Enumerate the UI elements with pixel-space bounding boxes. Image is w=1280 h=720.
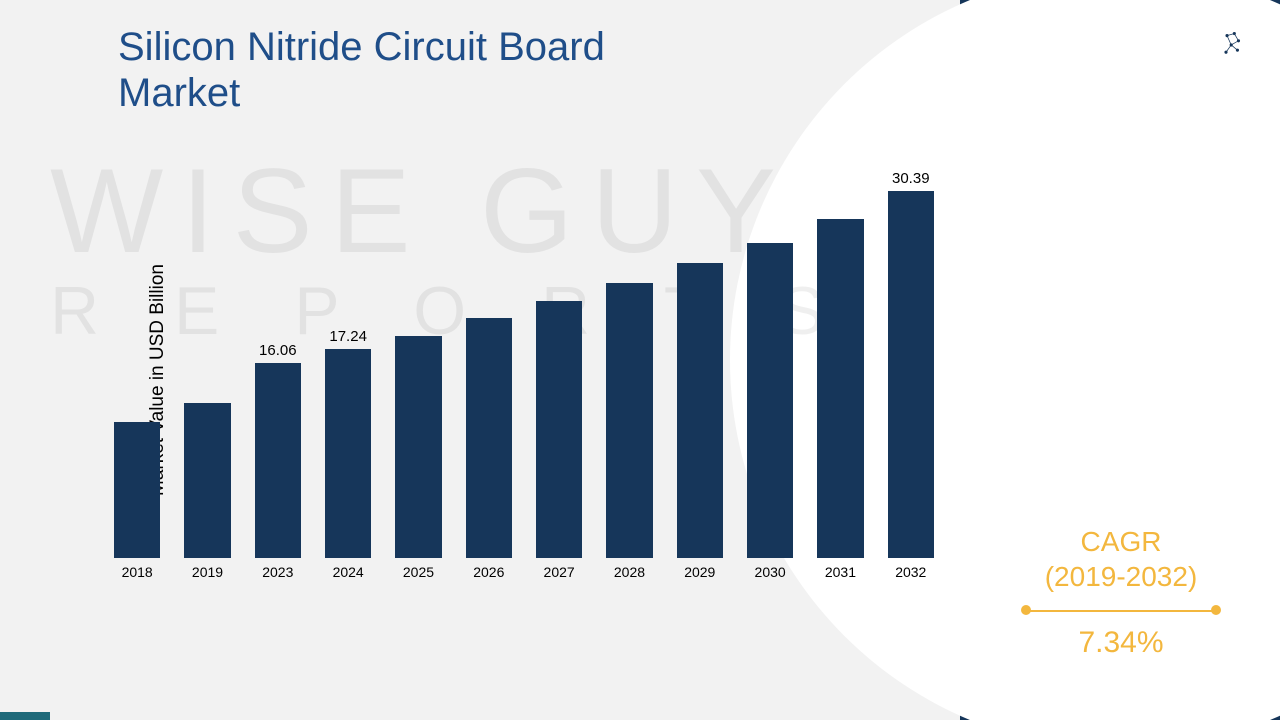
cagr-block: CAGR (2019-2032) 7.34%: [1016, 524, 1226, 660]
bar-slot: [747, 170, 793, 558]
x-tick-label: 2029: [677, 558, 723, 590]
x-tick-label: 2024: [325, 558, 371, 590]
logo-head-icon: [1200, 20, 1252, 72]
logo-text-line1: WISE GUY: [992, 33, 1183, 69]
bar: [606, 283, 652, 558]
bar: [395, 336, 441, 558]
bar-slot: 17.24: [325, 170, 371, 558]
bar: [888, 191, 934, 558]
x-tick-label: 2019: [184, 558, 230, 590]
infographic-stage: WISE GUY R E P O R T S Silicon Nitride C…: [0, 0, 1280, 720]
bar-slot: [536, 170, 582, 558]
bar: [677, 263, 723, 558]
cagr-divider: [1026, 608, 1216, 612]
bar: [536, 301, 582, 558]
bar: [255, 363, 301, 558]
bar-chart: Market Value in USD Billion 16.0617.2430…: [60, 170, 940, 590]
bar-slot: [184, 170, 230, 558]
x-tick-label: 2023: [255, 558, 301, 590]
bar: [747, 243, 793, 558]
bar-value-label: 16.06: [250, 342, 306, 359]
x-axis: 2018 2019 2023 2024 2025 2026 2027 2028 2029 2030…: [108, 558, 940, 590]
bottom-strip: [0, 712, 50, 720]
cagr-value: 7.34%: [1016, 626, 1226, 660]
bar-slot: [677, 170, 723, 558]
bar: [325, 349, 371, 558]
bar-slot: [606, 170, 652, 558]
x-tick-label: 2032: [888, 558, 934, 590]
bar-slot: 16.06: [255, 170, 301, 558]
x-tick-label: 2027: [536, 558, 582, 590]
x-tick-label: 2031: [817, 558, 863, 590]
bar-slot: [466, 170, 512, 558]
bar: [817, 219, 863, 559]
x-tick-label: 2025: [395, 558, 441, 590]
x-tick-label: 2018: [114, 558, 160, 590]
plot-area: 16.06 17.24 30.39: [108, 170, 940, 558]
bar-value-label: 30.39: [883, 170, 939, 187]
bars-container: 16.06 17.24 30.39: [108, 170, 940, 558]
bar: [184, 403, 230, 558]
logo-text-line2: REPORTS: [996, 72, 1252, 96]
bar-slot: [395, 170, 441, 558]
bar: [114, 422, 160, 558]
bar-slot: 30.39: [888, 170, 934, 558]
bar: [466, 318, 512, 558]
x-tick-label: 2026: [466, 558, 512, 590]
x-tick-label: 2028: [606, 558, 652, 590]
bar-slot: [817, 170, 863, 558]
cagr-label: CAGR (2019-2032): [1016, 524, 1226, 594]
bar-slot: [114, 170, 160, 558]
brand-logo: WISE GUY REPORTS: [992, 20, 1252, 96]
chart-title: Silicon Nitride Circuit Board Market: [118, 24, 638, 116]
bar-value-label: 17.24: [320, 328, 376, 345]
x-tick-label: 2030: [747, 558, 793, 590]
